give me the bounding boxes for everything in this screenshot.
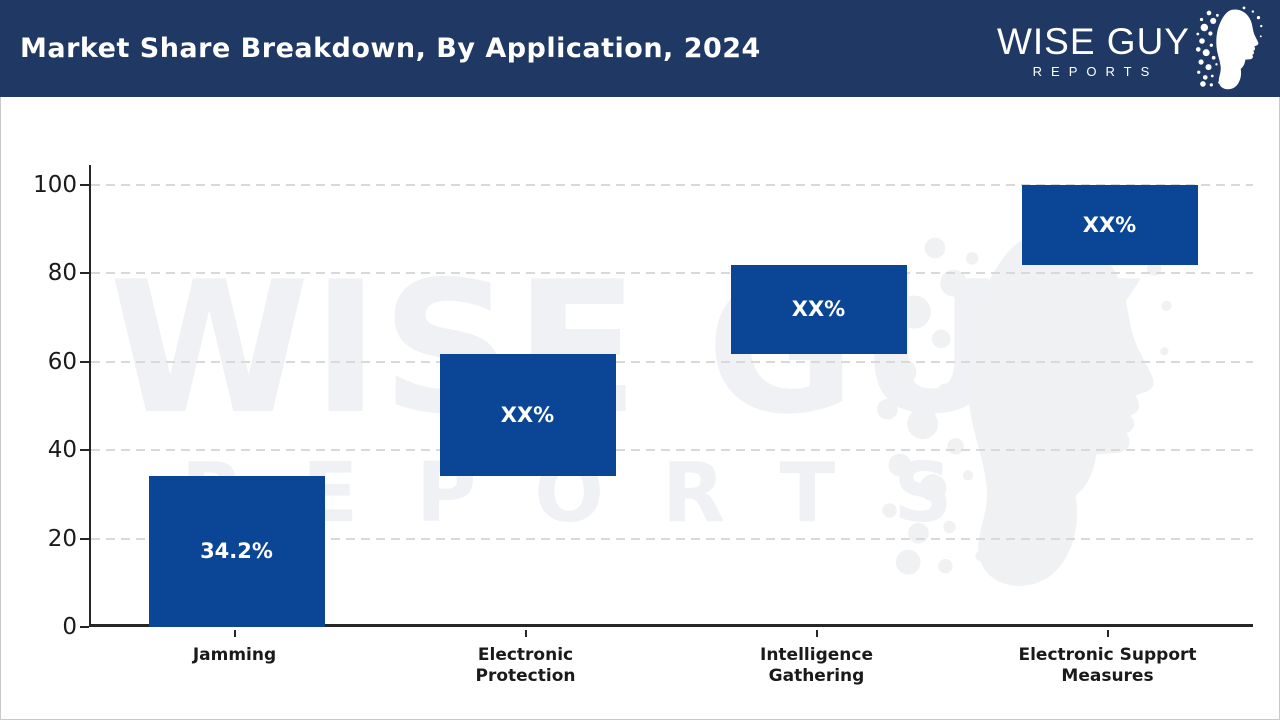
y-axis-tick-mark <box>80 360 89 363</box>
x-axis-tick-mark <box>1106 630 1109 637</box>
x-axis-category-label: Electronic Protection <box>475 645 576 687</box>
y-axis-tick-label: 60 <box>47 348 77 375</box>
page-title: Market Share Breakdown, By Application, … <box>20 33 761 64</box>
y-axis-tick-label: 80 <box>47 260 77 287</box>
bar-value-label: XX% <box>1082 212 1137 237</box>
brand-logo-text: WISE GUY REPORTS <box>997 23 1190 79</box>
y-axis-tick-label: 40 <box>47 437 77 464</box>
x-axis-category-label: Jamming <box>192 645 277 665</box>
y-axis-tick-mark <box>80 272 89 275</box>
bar-value-label: 34.2% <box>200 539 273 564</box>
gridline-y20 <box>91 537 1253 540</box>
gridline-y100 <box>91 184 1253 186</box>
gridline-y80 <box>91 272 1253 275</box>
brand-logo: WISE GUY REPORTS <box>997 6 1266 90</box>
plot-frame: 34.2% XX% XX% XX% <box>89 165 1253 627</box>
y-axis-tick-mark <box>80 184 89 186</box>
gridline-y60 <box>91 360 1253 363</box>
bar-electronic-support-measures: XX% <box>1021 185 1198 265</box>
bar-value-label: XX% <box>500 402 555 427</box>
bar-intelligence-gathering: XX% <box>730 264 907 354</box>
bar-value-label: XX% <box>791 297 846 322</box>
x-axis-category-label: Electronic Support Measures <box>1018 645 1197 687</box>
brand-subtitle: REPORTS <box>1032 64 1159 79</box>
x-axis-tick-mark <box>815 630 818 637</box>
chart-area: WISE GUY REPORTS 34.2% XX% XX% XX% 0 20 40 60 8… <box>0 97 1280 720</box>
x-axis-tick-mark <box>524 630 527 637</box>
y-axis-tick-mark <box>80 626 89 628</box>
y-axis-tick-mark <box>80 449 89 452</box>
bar-jamming: 34.2% <box>148 475 325 627</box>
y-axis-tick-mark <box>80 537 89 540</box>
x-axis-category-label: Intelligence Gathering <box>760 645 873 687</box>
y-axis-tick-label: 20 <box>47 525 77 552</box>
x-axis-tick-mark <box>233 630 236 637</box>
bar-electronic-protection: XX% <box>439 353 616 476</box>
header: Market Share Breakdown, By Application, … <box>0 0 1280 97</box>
brand-wordmark: WISE GUY <box>996 21 1190 62</box>
gridline-y40 <box>91 449 1253 452</box>
y-axis-tick-label: 0 <box>62 614 77 640</box>
y-axis-tick-label: 100 <box>33 172 77 198</box>
brand-face-icon <box>1194 6 1266 90</box>
